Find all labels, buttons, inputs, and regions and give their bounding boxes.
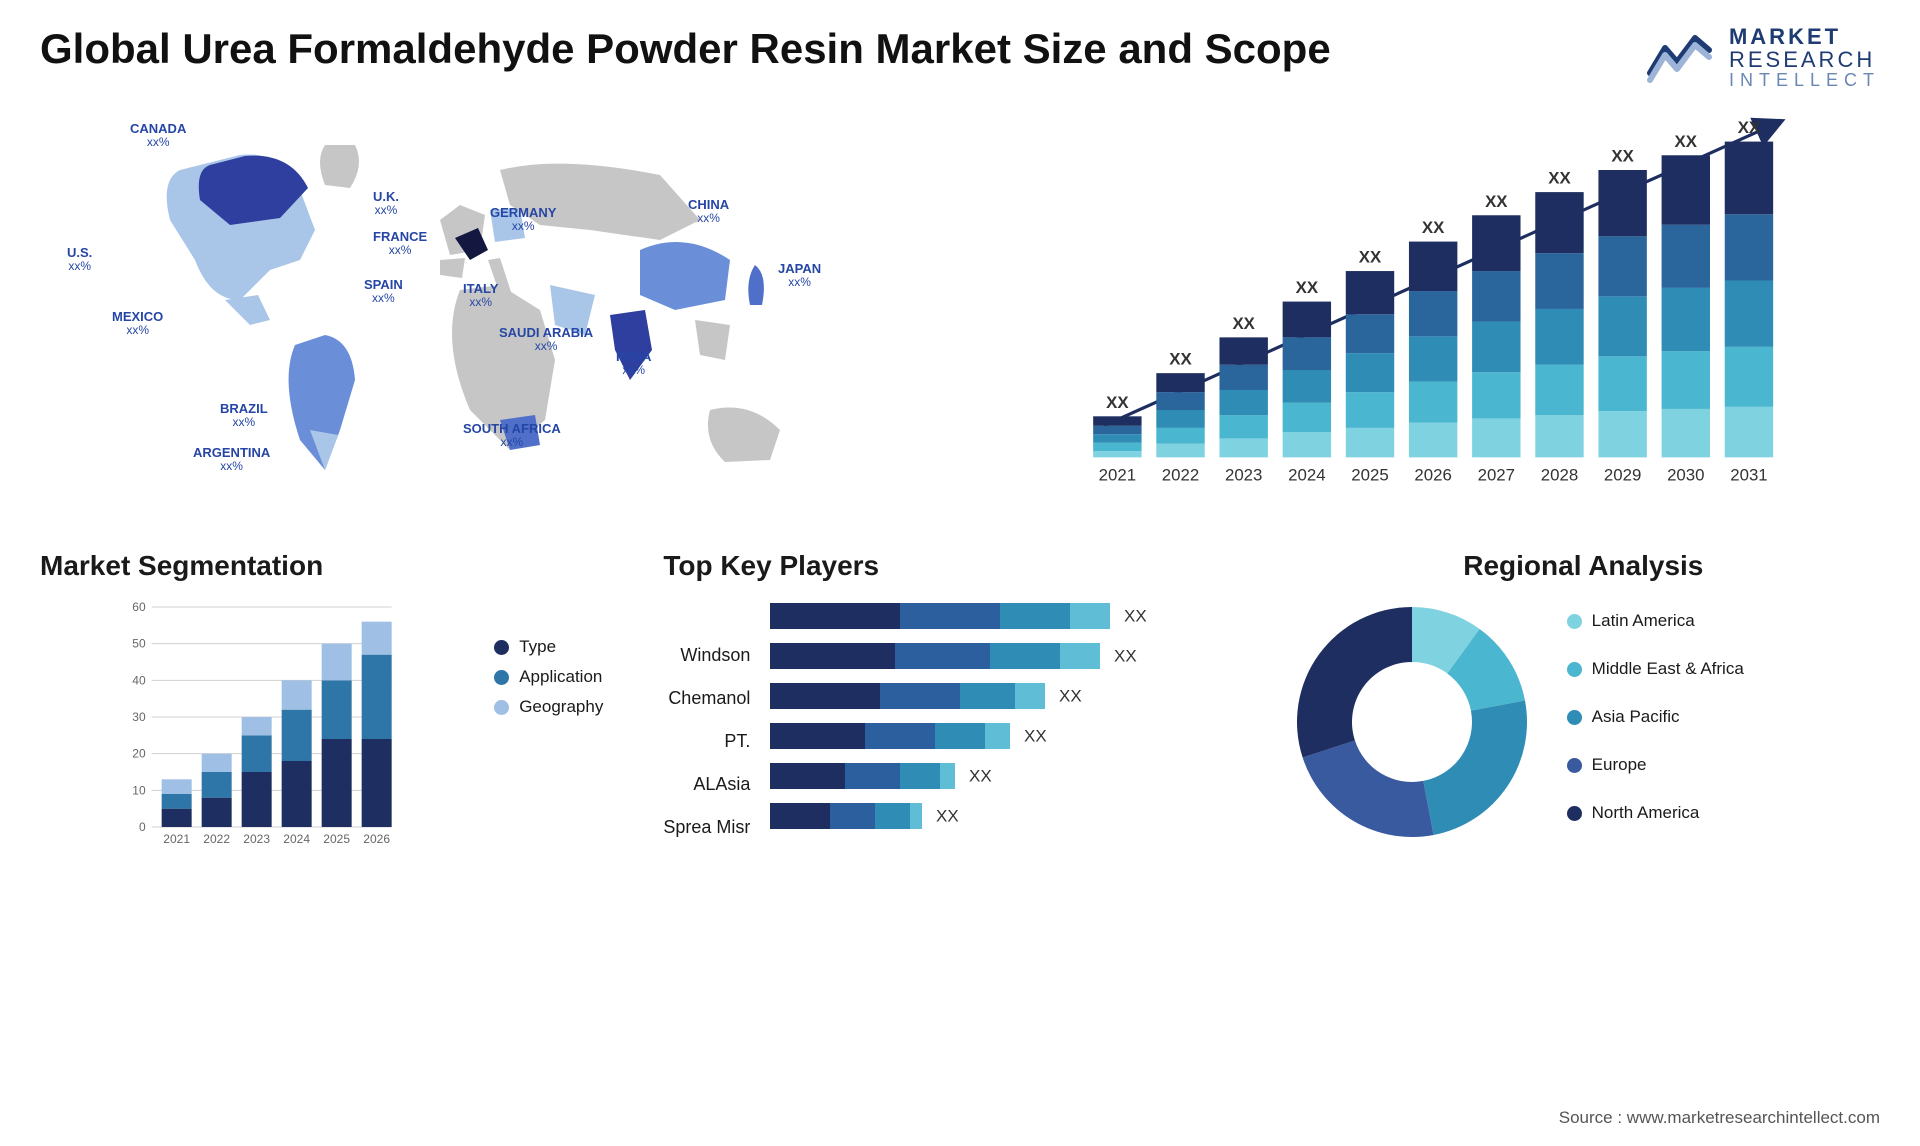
svg-text:XX: XX [1485, 192, 1508, 211]
map-label-saudiarabia: SAUDI ARABIAxx% [499, 326, 593, 353]
player-name: PT. [663, 731, 750, 752]
svg-text:2024: 2024 [1288, 466, 1325, 485]
svg-text:XX: XX [969, 767, 992, 786]
player-name: Chemanol [663, 688, 750, 709]
map-label-china: CHINAxx% [688, 198, 729, 225]
map-label-canada: CANADAxx% [130, 122, 186, 149]
svg-text:60: 60 [132, 600, 146, 614]
svg-text:2026: 2026 [363, 832, 390, 846]
svg-text:2023: 2023 [243, 832, 270, 846]
map-label-brazil: BRAZILxx% [220, 402, 268, 429]
svg-text:XX: XX [1675, 132, 1698, 151]
svg-text:2023: 2023 [1225, 466, 1262, 485]
source-attribution: Source : www.marketresearchintellect.com [1559, 1108, 1880, 1128]
player-name: Sprea Misr [663, 817, 750, 838]
regional-title: Regional Analysis [1287, 550, 1880, 582]
regional-panel: Regional Analysis Latin America Middle Ea… [1287, 550, 1880, 857]
svg-text:XX: XX [1422, 218, 1445, 237]
svg-text:XX: XX [1611, 147, 1634, 166]
map-label-india: INDIAxx% [616, 350, 651, 377]
players-title: Top Key Players [663, 550, 1256, 582]
logo-mark-icon [1647, 28, 1717, 88]
svg-text:XX: XX [1024, 727, 1047, 746]
svg-text:2025: 2025 [323, 832, 350, 846]
svg-text:2022: 2022 [1162, 466, 1199, 485]
svg-text:XX: XX [1114, 647, 1137, 666]
map-label-japan: JAPANxx% [778, 262, 821, 289]
page-title: Global Urea Formaldehyde Powder Resin Ma… [40, 25, 1331, 73]
svg-text:XX: XX [1124, 607, 1147, 626]
seg-legend-type: Type [494, 637, 603, 657]
svg-text:XX: XX [1232, 314, 1255, 333]
region-legend-asia-pacific: Asia Pacific [1567, 707, 1744, 727]
svg-text:2028: 2028 [1541, 466, 1578, 485]
region-legend-north-america: North America [1567, 803, 1744, 823]
svg-text:20: 20 [132, 747, 146, 761]
svg-text:XX: XX [1106, 393, 1129, 412]
svg-text:2030: 2030 [1667, 466, 1704, 485]
svg-text:XX: XX [1296, 278, 1319, 297]
seg-legend-geography: Geography [494, 697, 603, 717]
svg-text:10: 10 [132, 783, 146, 797]
svg-text:2021: 2021 [1099, 466, 1136, 485]
svg-text:XX: XX [1738, 118, 1761, 137]
map-label-france: FRANCExx% [373, 230, 427, 257]
logo-text-2: RESEARCH [1729, 48, 1880, 71]
svg-text:40: 40 [132, 673, 146, 687]
svg-text:2029: 2029 [1604, 466, 1641, 485]
svg-text:50: 50 [132, 637, 146, 651]
svg-text:2022: 2022 [203, 832, 230, 846]
map-label-italy: ITALYxx% [463, 282, 498, 309]
seg-legend-application: Application [494, 667, 603, 687]
region-legend-europe: Europe [1567, 755, 1744, 775]
map-label-uk: U.K.xx% [373, 190, 399, 217]
growth-bar-chart: XX 2021 XX 2022 XX 2023 XX 2024 XX 2025 XX 2026 XX 20… [980, 110, 1880, 510]
svg-text:2027: 2027 [1478, 466, 1515, 485]
svg-text:2024: 2024 [283, 832, 310, 846]
map-label-us: U.S.xx% [67, 246, 92, 273]
map-label-southafrica: SOUTH AFRICAxx% [463, 422, 561, 449]
region-legend-latin-america: Latin America [1567, 611, 1744, 631]
svg-text:XX: XX [1059, 687, 1082, 706]
svg-text:XX: XX [1359, 248, 1382, 267]
logo-text-1: MARKET [1729, 25, 1880, 48]
svg-text:0: 0 [139, 820, 146, 834]
brand-logo: MARKET RESEARCH INTELLECT [1647, 25, 1880, 90]
svg-text:2031: 2031 [1730, 466, 1767, 485]
svg-text:XX: XX [1169, 350, 1192, 369]
player-name: Windson [663, 645, 750, 666]
svg-text:XX: XX [936, 807, 959, 826]
svg-text:30: 30 [132, 710, 146, 724]
svg-text:2021: 2021 [163, 832, 190, 846]
segmentation-title: Market Segmentation [40, 550, 633, 582]
region-legend-middle-east---africa: Middle East & Africa [1567, 659, 1744, 679]
segmentation-panel: Market Segmentation 0 10 20 30 40 50 60 2021 202… [40, 550, 633, 857]
svg-text:XX: XX [1548, 169, 1571, 188]
svg-text:2026: 2026 [1414, 466, 1451, 485]
player-name: ALAsia [663, 774, 750, 795]
logo-text-3: INTELLECT [1729, 71, 1880, 90]
map-label-mexico: MEXICOxx% [112, 310, 163, 337]
svg-text:2025: 2025 [1351, 466, 1388, 485]
world-map: CANADAxx% U.S.xx% MEXICOxx% BRAZILxx% ARGENT… [40, 110, 940, 510]
players-panel: Top Key Players Windson Chemanol PT. ALAsia… [663, 550, 1256, 857]
map-label-germany: GERMANYxx% [490, 206, 556, 233]
map-label-spain: SPAINxx% [364, 278, 403, 305]
map-label-argentina: ARGENTINAxx% [193, 446, 270, 473]
